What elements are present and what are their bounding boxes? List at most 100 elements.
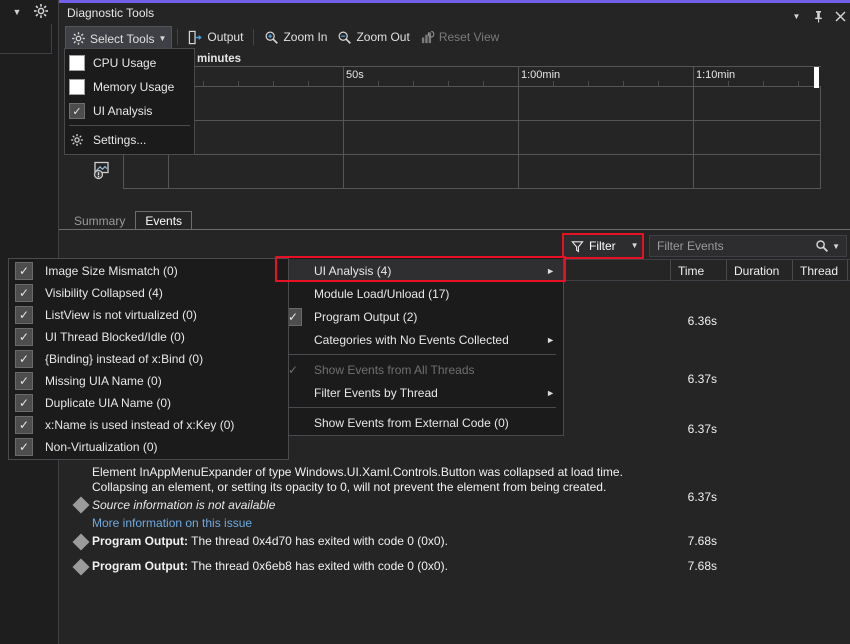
diamond-icon: [72, 496, 90, 514]
menu-item-missing-uia-name[interactable]: ✓ Missing UIA Name (0): [9, 370, 288, 392]
menu-item-show-events-external-code[interactable]: Show Events from External Code (0): [278, 411, 563, 434]
timeline-track-row[interactable]: [123, 155, 821, 189]
ruler-label-1: 50s: [346, 69, 364, 81]
zoom-in-button[interactable]: Zoom In: [259, 26, 332, 48]
table-row[interactable]: Program Output: The thread 0x6eb8 has ex…: [59, 556, 850, 581]
menu-item-xname-instead-of-xkey[interactable]: ✓ x:Name is used instead of x:Key (0): [9, 414, 288, 436]
select-tools-button[interactable]: Select Tools ▼: [65, 25, 173, 51]
search-dropdown-icon[interactable]: ▼: [832, 241, 840, 251]
table-row[interactable]: Program Output: The thread 0x4d70 has ex…: [59, 531, 850, 556]
table-row[interactable]: Element InAppMenuExpander of type Window…: [59, 465, 850, 531]
event-message: The thread 0x4d70 has exited with code 0…: [188, 534, 448, 548]
event-line: Element InAppMenuExpander of type Window…: [92, 465, 623, 479]
output-button[interactable]: Output: [183, 26, 248, 48]
search-input[interactable]: Filter Events: [657, 239, 724, 253]
checkbox-checked-icon[interactable]: ✓: [15, 350, 33, 368]
menu-item-show-events-all-threads[interactable]: ✓ Show Events from All Threads: [278, 358, 563, 381]
timeline-track-row[interactable]: [123, 121, 821, 155]
checkbox-unchecked-icon[interactable]: [69, 55, 85, 71]
menu-item-label: UI Analysis (4): [314, 263, 392, 278]
menu-item-image-size-mismatch[interactable]: ✓ Image Size Mismatch (0): [9, 260, 288, 282]
menu-item-non-virtualization[interactable]: ✓ Non-Virtualization (0): [9, 436, 288, 458]
shell-dropdown-icon[interactable]: ▼: [12, 7, 22, 17]
tab-events-label: Events: [145, 213, 183, 228]
tab-summary-label: Summary: [74, 213, 126, 228]
column-header-duration-label: Duration: [734, 263, 780, 278]
checkbox-checked-icon[interactable]: ✓: [287, 362, 299, 377]
filter-button[interactable]: Filter ▼: [564, 235, 642, 257]
more-information-link[interactable]: More information on this issue: [92, 516, 253, 530]
tab-summary[interactable]: Summary: [64, 211, 135, 230]
window-caption: Diagnostic Tools ▼: [59, 3, 850, 23]
event-line: Collapsing an element, or setting its op…: [92, 480, 607, 494]
gear-icon[interactable]: [33, 3, 49, 19]
menu-item-cpu-usage[interactable]: CPU Usage: [65, 51, 194, 75]
checkbox-checked-icon[interactable]: ✓: [15, 262, 33, 280]
menu-item-categories-no-events[interactable]: Categories with No Events Collected ►: [278, 328, 563, 351]
output-label: Output: [207, 30, 244, 44]
menu-item-label: {Binding} instead of x:Bind (0): [45, 352, 204, 366]
events-tabstrip: Summary Events: [64, 211, 193, 230]
window-dropdown-icon[interactable]: ▼: [792, 11, 801, 21]
ruler-label-3: 1:10min: [696, 69, 736, 81]
event-line: Program Output: The thread 0x6eb8 has ex…: [92, 559, 448, 573]
column-header-event[interactable]: [59, 260, 671, 281]
menu-item-label: CPU Usage: [93, 56, 157, 70]
menu-item-binding-instead-of-xbind[interactable]: ✓ {Binding} instead of x:Bind (0): [9, 348, 288, 370]
checkbox-checked-icon[interactable]: ✓: [15, 438, 33, 456]
search-icon[interactable]: [815, 239, 829, 253]
menu-item-duplicate-uia-name[interactable]: ✓ Duplicate UIA Name (0): [9, 392, 288, 414]
column-header-time[interactable]: Time: [671, 260, 727, 281]
select-tools-menu[interactable]: CPU Usage Memory Usage ✓ UI Analysis: [64, 48, 195, 155]
menu-item-label: Duplicate UIA Name (0): [45, 396, 172, 410]
timeline-current-marker: [814, 67, 819, 88]
zoom-out-button[interactable]: Zoom Out: [332, 26, 414, 48]
filter-menu[interactable]: UI Analysis (4) ► Module Load/Unload (17…: [277, 257, 564, 436]
ruler-label-2: 1:00min: [521, 69, 561, 81]
tabstrip-divider: [59, 229, 850, 230]
pin-icon[interactable]: [812, 9, 825, 23]
timeline-track-row[interactable]: [123, 87, 821, 121]
reset-view-button[interactable]: Reset View: [415, 26, 504, 48]
checkbox-unchecked-icon[interactable]: [69, 79, 85, 95]
zoom-out-icon: [337, 30, 352, 45]
checkbox-checked-icon[interactable]: ✓: [15, 284, 33, 302]
checkbox-checked-icon[interactable]: ✓: [15, 328, 33, 346]
checkbox-checked-icon[interactable]: ✓: [15, 306, 33, 324]
menu-item-filter-events-by-thread[interactable]: Filter Events by Thread ►: [278, 381, 563, 404]
menu-item-ui-analysis[interactable]: UI Analysis (4) ►: [278, 259, 563, 282]
menu-item-visibility-collapsed[interactable]: ✓ Visibility Collapsed (4): [9, 282, 288, 304]
zoom-in-label: Zoom In: [283, 30, 328, 44]
menu-item-label: Image Size Mismatch (0): [45, 264, 178, 278]
event-time: 6.37s: [687, 422, 717, 436]
funnel-icon: [571, 240, 584, 253]
menu-item-listview-not-virtualized[interactable]: ✓ ListView is not virtualized (0): [9, 304, 288, 326]
event-message: The thread 0x6eb8 has exited with code 0…: [188, 559, 448, 573]
menu-item-program-output[interactable]: ✓ Program Output (2): [278, 305, 563, 328]
menu-item-ui-thread-blocked-idle[interactable]: ✓ UI Thread Blocked/Idle (0): [9, 326, 288, 348]
reset-view-label: Reset View: [438, 30, 500, 44]
menu-item-ui-analysis[interactable]: ✓ UI Analysis: [65, 99, 194, 123]
menu-item-settings[interactable]: Settings...: [65, 128, 194, 152]
chevron-down-icon: ▼: [158, 33, 167, 43]
window-accent-bar: [59, 0, 850, 3]
search-box[interactable]: Filter Events ▼: [649, 235, 847, 257]
event-prefix: Program Output:: [92, 559, 188, 573]
menu-item-memory-usage[interactable]: Memory Usage: [65, 75, 194, 99]
event-source-info: Source information is not available: [92, 498, 276, 512]
timeline-ruler[interactable]: 40s 50s 1:00min 1:10min: [123, 66, 821, 88]
checkbox-checked-icon[interactable]: ✓: [69, 103, 85, 119]
reset-view-icon: [420, 30, 435, 45]
menu-item-label: ListView is not virtualized (0): [45, 308, 197, 322]
column-header-duration[interactable]: Duration: [727, 260, 793, 281]
column-header-thread[interactable]: Thread: [793, 260, 848, 281]
close-icon[interactable]: [834, 9, 847, 23]
checkbox-checked-icon[interactable]: ✓: [15, 416, 33, 434]
ui-analysis-submenu[interactable]: ✓ Image Size Mismatch (0) ✓ Visibility C…: [8, 258, 289, 460]
checkbox-checked-icon[interactable]: ✓: [15, 372, 33, 390]
checkbox-checked-icon[interactable]: ✓: [15, 394, 33, 412]
event-time: 7.68s: [687, 534, 717, 548]
tab-events[interactable]: Events: [135, 211, 193, 230]
menu-item-module-load-unload[interactable]: Module Load/Unload (17): [278, 282, 563, 305]
